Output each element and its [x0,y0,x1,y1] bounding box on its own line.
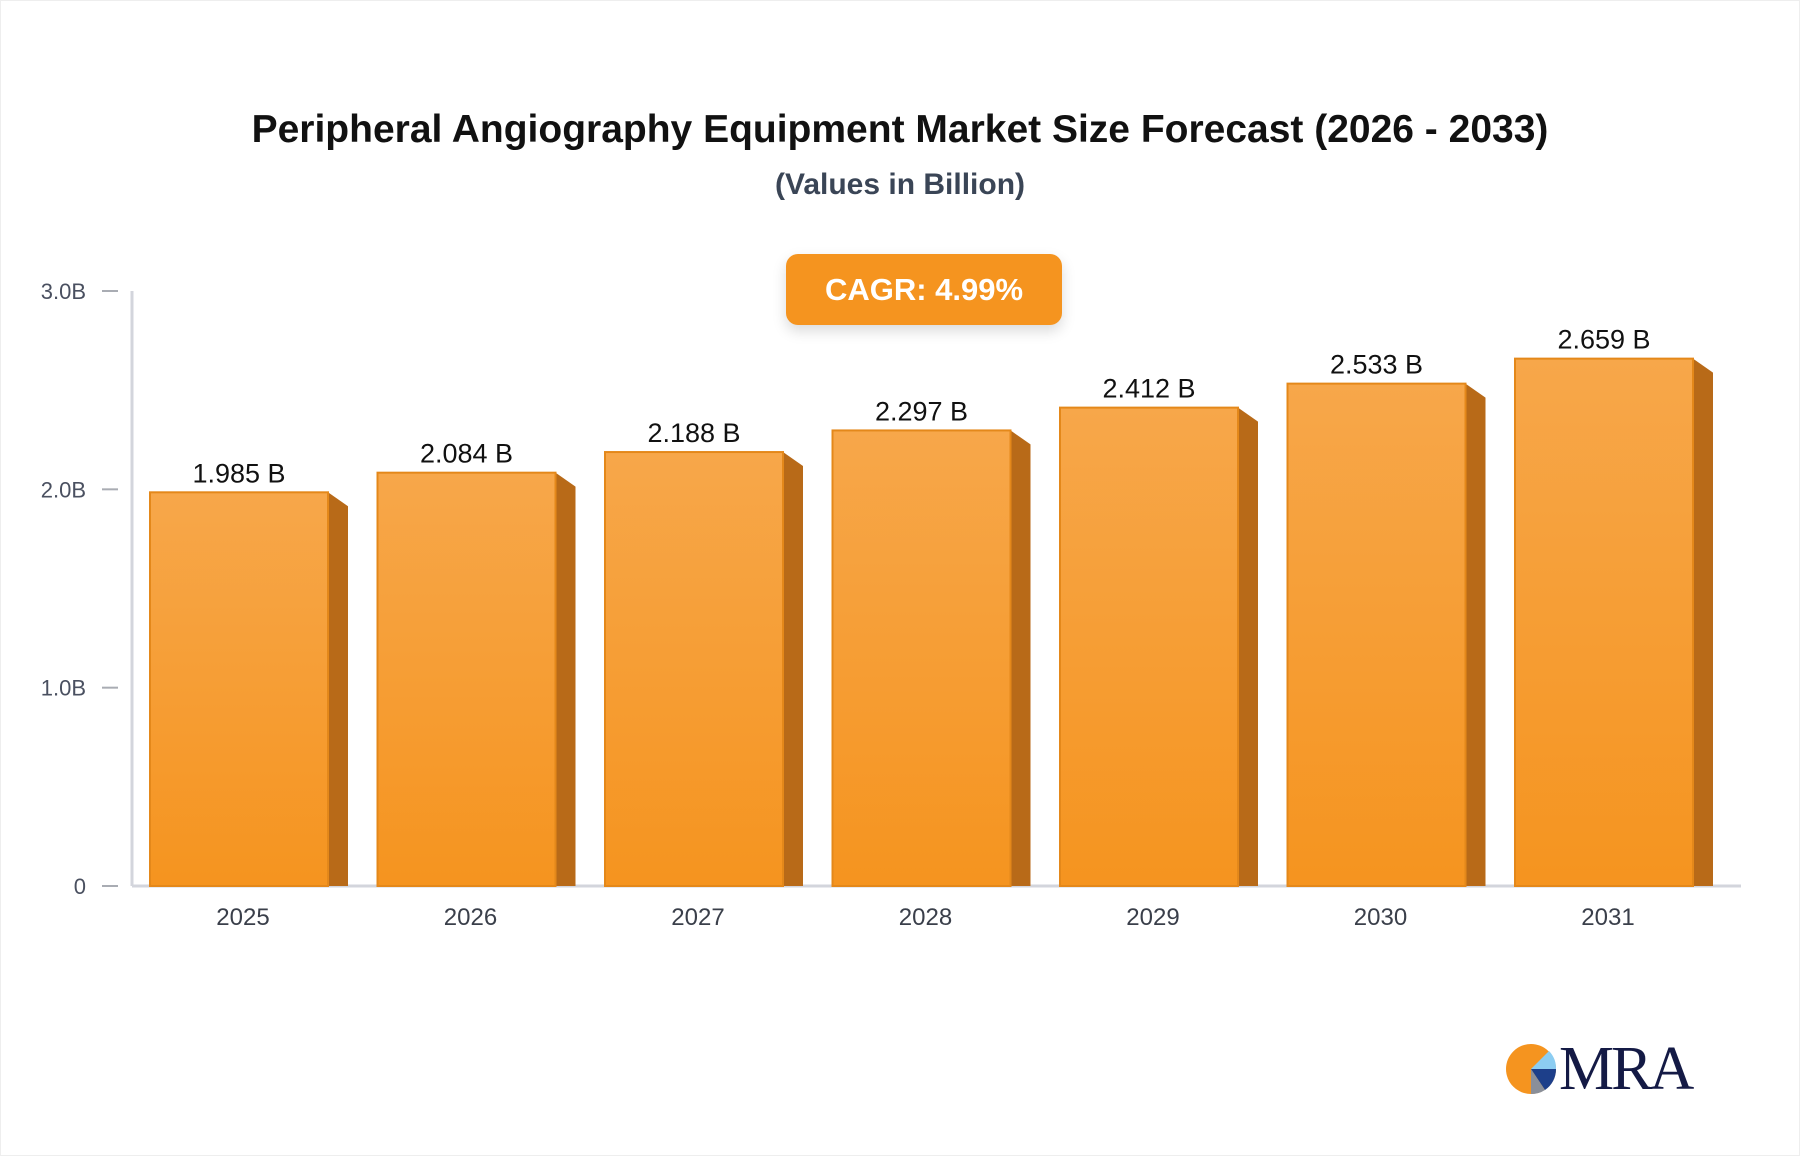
x-tick-label: 2025 [216,904,269,931]
x-tick-label: 2028 [899,904,952,931]
bar [1514,357,1694,887]
pie-logo-icon [1506,1044,1557,1095]
x-tick-label: 2027 [671,904,724,931]
logo-text: MRA [1559,1034,1694,1103]
data-label: 2.533 B [1330,350,1423,380]
y-tick-label: 0 [74,874,86,899]
bar-side [1010,430,1031,886]
data-label: 2.188 B [647,418,740,448]
cagr-badge: CAGR: 4.99% [786,254,1062,325]
bar-side [1238,407,1258,886]
bar-side [328,492,348,886]
mra-logo: MRA [1505,1035,1694,1103]
bar [831,429,1012,887]
data-label: 1.985 B [192,458,285,488]
x-tick-label: 2026 [444,904,497,931]
data-label: 2.297 B [875,396,968,426]
y-tick-label: 2.0B [41,477,86,502]
bar [1286,382,1467,887]
bar-side [1465,383,1486,886]
x-tick-label: 2031 [1581,904,1634,931]
x-tick-label: 2029 [1126,904,1179,931]
bar [149,491,329,887]
data-label: 2.659 B [1557,325,1650,355]
data-label: 2.412 B [1102,374,1195,404]
bar [376,471,557,887]
chart-subtitle: (Values in Billion) [774,168,1026,201]
y-tick-label: 3.0B [41,279,86,304]
x-tick-label: 2030 [1354,904,1407,931]
data-label: 2.084 B [420,439,513,469]
y-tick-label: 1.0B [41,676,86,701]
chart-title: Peripheral Angiography Equipment Market … [251,108,1549,151]
bar-side [1693,358,1713,886]
bar-side [783,452,803,886]
bar [1059,406,1239,887]
bar [604,451,784,887]
bar-side [555,472,576,886]
